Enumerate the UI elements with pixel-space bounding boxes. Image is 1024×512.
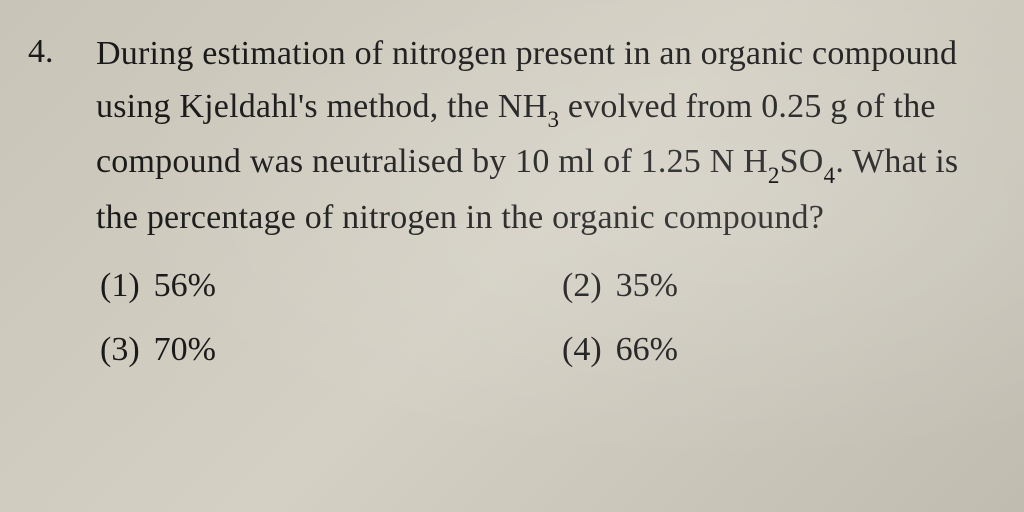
option-3[interactable]: (3) 70% [100,331,522,369]
subscript-nh3: 3 [547,107,559,133]
question-block: 4. During estimation of nitrogen present… [28,28,984,369]
option-3-num: (3) [100,331,140,369]
option-2-val: 35% [616,267,678,305]
option-2-num: (2) [562,267,602,305]
option-4-val: 66% [616,331,678,369]
option-1-val: 56% [154,267,216,305]
question-body: During estimation of nitrogen present in… [96,28,984,369]
question-number: 4. [28,28,72,369]
options-grid: (1) 56% (2) 35% (3) 70% (4) 66% [96,267,984,369]
text-part-3: SO [780,143,824,180]
option-3-val: 70% [154,331,216,369]
option-4-num: (4) [562,331,602,369]
subscript-so4: 4 [824,163,836,189]
subscript-h2: 2 [768,163,780,189]
option-1-num: (1) [100,267,140,305]
option-1[interactable]: (1) 56% [100,267,522,305]
option-4[interactable]: (4) 66% [562,331,984,369]
question-text: During estimation of nitrogen present in… [96,28,984,245]
option-2[interactable]: (2) 35% [562,267,984,305]
